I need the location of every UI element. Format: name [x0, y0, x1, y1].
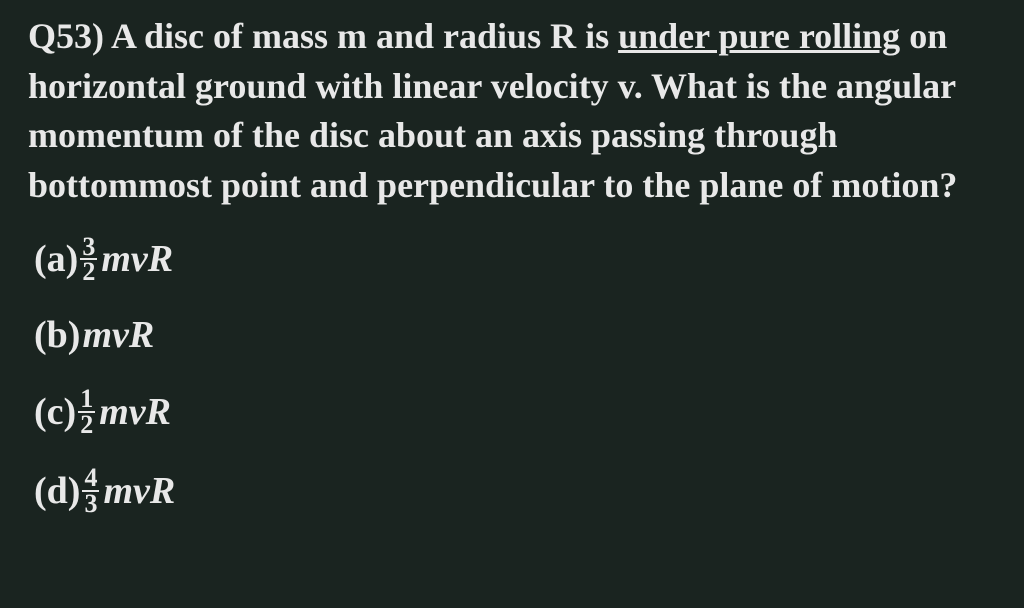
option-b: (b) mvR	[34, 313, 996, 357]
fraction-den: 2	[78, 411, 95, 436]
term: mvR	[101, 237, 173, 281]
option-label: (d)	[34, 469, 80, 513]
fraction: 4 3	[82, 466, 99, 515]
term: mvR	[82, 313, 154, 357]
option-label: (b)	[34, 313, 80, 357]
fraction-num: 1	[78, 387, 95, 410]
term: mvR	[99, 390, 171, 434]
fraction: 1 2	[78, 387, 95, 436]
question-text: Q53) A disc of mass m and radius R is un…	[28, 12, 996, 211]
question-underlined: under pure rolling	[618, 16, 900, 56]
fraction-num: 4	[82, 466, 99, 489]
question-page: Q53) A disc of mass m and radius R is un…	[0, 0, 1024, 515]
option-label: (a)	[34, 237, 78, 281]
fraction: 3 2	[80, 235, 97, 284]
fraction-den: 3	[82, 490, 99, 515]
term: mvR	[103, 469, 175, 513]
option-label: (c)	[34, 390, 76, 434]
options-list: (a) 3 2 mvR (b) mvR (c) 1 2 mvR (d) 4 3	[28, 235, 996, 515]
question-prefix: Q53) A disc of mass m and radius R is	[28, 16, 618, 56]
option-a: (a) 3 2 mvR	[34, 235, 996, 284]
fraction-num: 3	[80, 235, 97, 258]
option-d: (d) 4 3 mvR	[34, 466, 996, 515]
fraction-den: 2	[80, 258, 97, 283]
option-c: (c) 1 2 mvR	[34, 387, 996, 436]
